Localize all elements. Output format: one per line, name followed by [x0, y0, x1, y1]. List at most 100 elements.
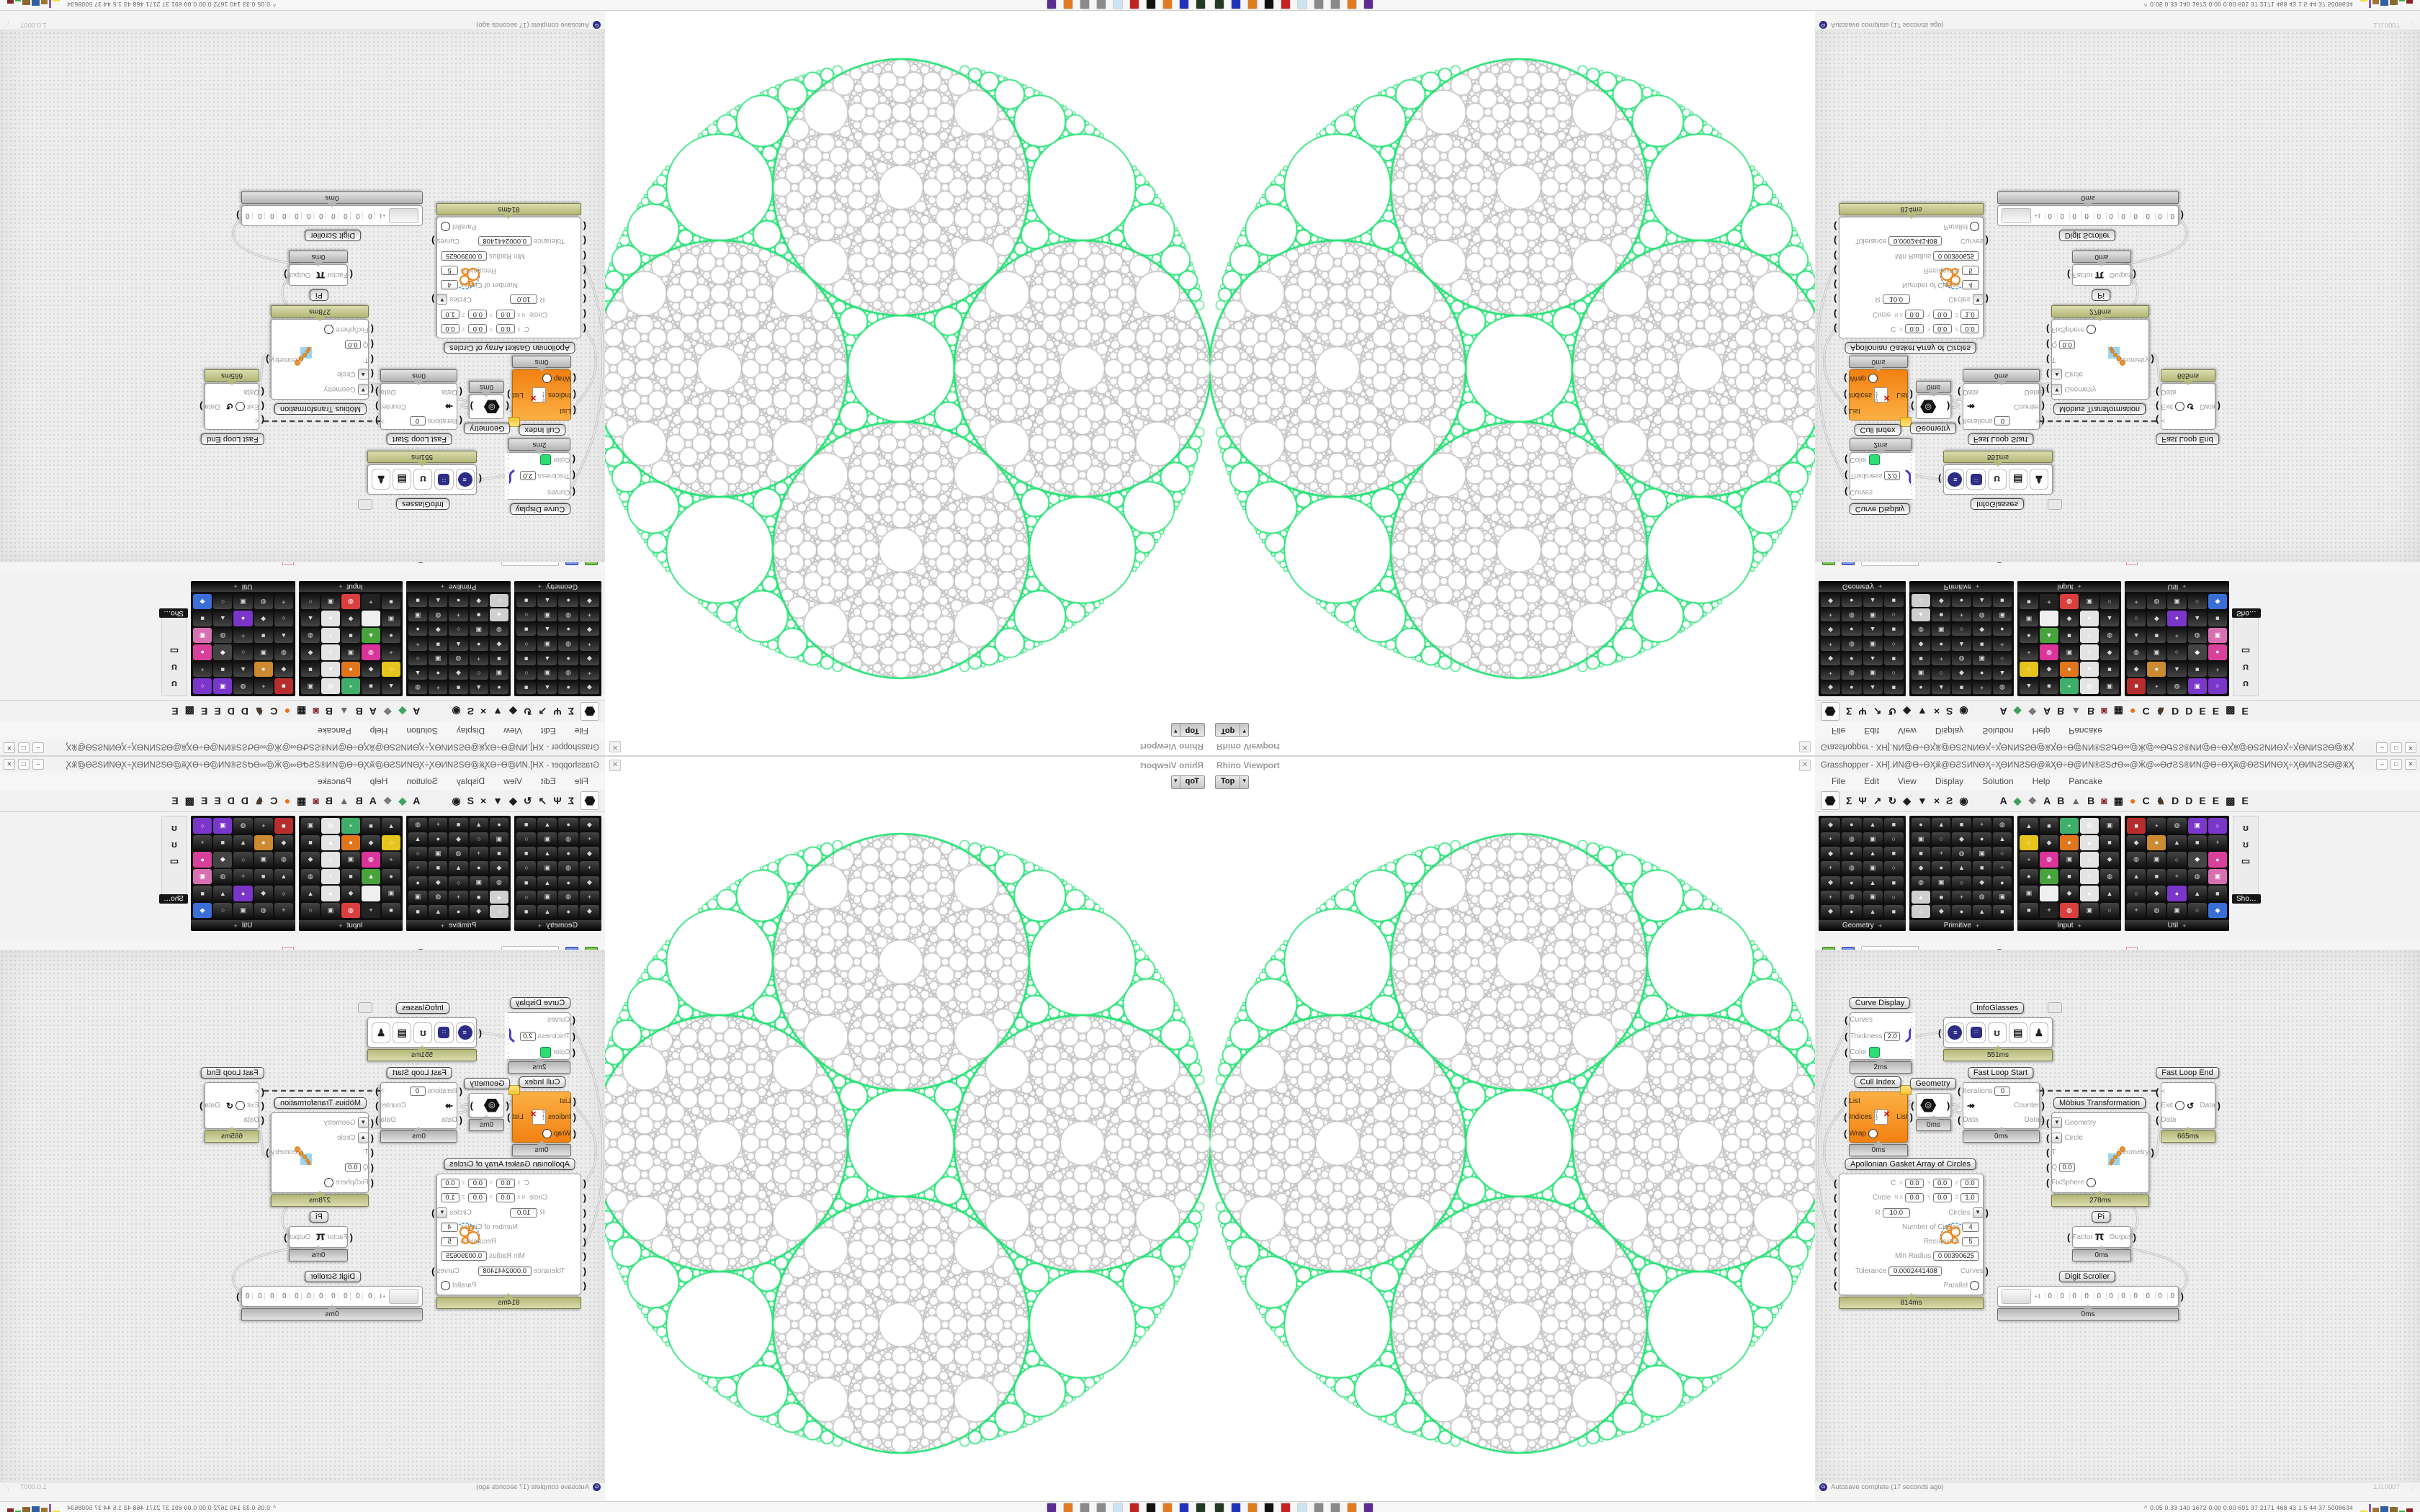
scroller-digit[interactable]: 0 — [2130, 212, 2141, 220]
titlebar[interactable]: Grasshopper - XH].ИN@Ө÷ѲӼӂ@ѲƧSИNѲӼ÷ӼѲИNƧ… — [1815, 757, 2420, 773]
value-box[interactable]: 0.0 — [1932, 1193, 1952, 1203]
component-icon[interactable]: ○ — [1883, 637, 1904, 651]
component-icon[interactable]: ◆ — [1821, 818, 1841, 832]
tab-icon[interactable]: Ƨ — [1946, 795, 1953, 806]
component-icon[interactable]: ◆ — [449, 666, 468, 680]
panel-label[interactable]: Input + — [2017, 581, 2121, 592]
component-icon[interactable]: ◍ — [274, 852, 293, 868]
minimize-button[interactable]: – — [32, 742, 44, 753]
taskbar-app-icon[interactable] — [1363, 0, 1373, 10]
component-icon[interactable]: ○ — [301, 902, 320, 918]
tab-icon[interactable]: Σ — [1846, 795, 1852, 806]
output-port[interactable]: ) — [470, 401, 474, 413]
component-icon[interactable]: ○ — [1912, 594, 1931, 608]
expand-button[interactable]: ▼ — [357, 384, 369, 395]
scroller-digit[interactable]: 0 — [2044, 1292, 2055, 1300]
resize-grip[interactable]: ⋰ — [3, 1483, 9, 1490]
input-port[interactable]: ( — [1911, 1099, 1914, 1111]
scroller-digit[interactable]: 0 — [292, 1292, 302, 1300]
tab-icon[interactable]: D — [241, 795, 248, 806]
component-icon[interactable]: ▲ — [2100, 611, 2119, 626]
node-label-cull-index[interactable]: Cull Index — [519, 1076, 566, 1088]
cabinet-button[interactable]: ▤ — [2008, 1022, 2027, 1043]
component-icon[interactable]: ▲ — [2040, 628, 2058, 644]
component-icon[interactable]: ▲ — [537, 680, 557, 694]
node-curve-display[interactable]: (Curves(Thickness 2.0(Color — [505, 1012, 575, 1060]
component-icon[interactable]: + — [1952, 608, 1971, 622]
menu-solution[interactable]: Solution — [406, 776, 438, 786]
component-icon[interactable]: ▣ — [193, 868, 212, 884]
component-icon[interactable]: + — [254, 818, 273, 834]
value-box[interactable]: 0.0002441408 — [1888, 236, 1942, 246]
toggle-circle[interactable] — [542, 374, 552, 384]
node-curve-display[interactable]: (Curves(Thickness 2.0(Color — [505, 452, 575, 500]
menu-solution[interactable]: Solution — [1982, 776, 2014, 786]
menu-view[interactable]: View — [503, 776, 522, 786]
component-icon[interactable]: ▣ — [254, 852, 273, 868]
input-port[interactable]: ( — [1844, 1095, 1847, 1107]
component-icon[interactable]: ◆ — [579, 652, 599, 665]
taskbar-app-icon[interactable] — [1113, 0, 1123, 10]
component-icon[interactable]: + — [2040, 902, 2058, 918]
component-icon[interactable]: + — [1952, 890, 1971, 904]
panel-label[interactable]: Util + — [191, 920, 295, 931]
component-icon[interactable]: + — [362, 594, 380, 610]
value-box[interactable]: 1.0 — [1960, 309, 1979, 319]
component-icon[interactable]: ▲ — [408, 832, 428, 846]
component-icon[interactable]: ◆ — [301, 644, 320, 660]
tab-icon[interactable]: ◆ — [1903, 706, 1911, 718]
value-box[interactable]: 0.0 — [1960, 323, 1979, 333]
tab-icon[interactable]: ◆ — [509, 706, 517, 718]
menu-edit[interactable]: Edit — [1864, 726, 1880, 736]
tab-icon[interactable]: × — [1933, 706, 1940, 717]
input-port[interactable]: ( — [573, 1112, 576, 1122]
component-icon[interactable]: ○ — [274, 611, 293, 626]
panel-label[interactable]: Input + — [2017, 920, 2121, 931]
node-infoglasses[interactable]: (≡ ∷ ʊ ▤ ♟ — [1938, 1002, 2062, 1048]
tab-params-selected[interactable] — [1821, 702, 1839, 721]
tab-icon[interactable]: Σ — [568, 706, 574, 717]
component-icon[interactable]: ■ — [516, 623, 537, 636]
node-digit-scroller[interactable]: +1 0 0 0 0 0 0 0 0 0 0 0) — [236, 1286, 423, 1307]
component-icon[interactable]: ■ — [1883, 847, 1904, 860]
input-port[interactable]: ( — [1834, 308, 1837, 320]
component-icon[interactable]: ■ — [2020, 902, 2038, 918]
component-icon[interactable]: ◍ — [254, 902, 273, 918]
input-port[interactable]: ( — [506, 401, 509, 413]
menu-display[interactable]: Display — [1935, 776, 1964, 786]
component-icon[interactable]: ▲ — [1863, 818, 1883, 832]
node-fast-loop-end[interactable]: (<(Exit ↺ Data)(Data — [2156, 1082, 2220, 1129]
node-digit-scroller[interactable]: +1 0 0 0 0 0 0 0 0 0 0 0) — [1997, 205, 2184, 226]
taskbar-app-icon[interactable] — [1264, 1502, 1274, 1512]
tab-icon[interactable]: Ƨ — [467, 706, 474, 717]
menu-pancake[interactable]: Pancake — [318, 726, 351, 736]
tab-icon[interactable]: E — [171, 706, 179, 717]
input-port[interactable]: ( — [583, 250, 586, 261]
component-icon[interactable]: ○ — [1912, 904, 1931, 918]
node-apollonian-gasket[interactable]: (C X 0.0 Y 0.0 Z 0.0(Circle N X 0.0 Y 0.0 Z 1.0(R 10.… — [431, 217, 586, 338]
component-icon[interactable]: + — [579, 861, 599, 875]
tab-icon[interactable]: ◉ — [452, 794, 461, 806]
tab-params-selected[interactable] — [1821, 791, 1839, 810]
component-icon[interactable]: ■ — [516, 847, 537, 860]
tab-icon[interactable]: ▼ — [1917, 795, 1927, 806]
color-swatch[interactable] — [539, 1047, 551, 1058]
component-icon[interactable]: ○ — [2040, 611, 2058, 626]
component-icon[interactable]: ● — [1842, 904, 1862, 918]
output-port[interactable]: ) — [284, 269, 287, 281]
input-port[interactable]: ( — [261, 1086, 264, 1097]
tab-icon[interactable]: ♞ — [254, 706, 264, 718]
component-icon[interactable]: ● — [2020, 628, 2038, 644]
component-icon[interactable]: ● — [558, 680, 578, 694]
component-icon[interactable]: ▲ — [1932, 680, 1951, 694]
component-icon[interactable]: ○ — [321, 644, 340, 660]
input-port[interactable]: ( — [2156, 1100, 2159, 1111]
node-label-apollonian-gasket[interactable]: Apollonian Gasket Array of Circles — [1845, 1158, 1976, 1170]
component-icon[interactable]: ▣ — [2167, 902, 2187, 918]
component-icon[interactable]: ▣ — [537, 861, 557, 875]
component-icon[interactable]: ◆ — [2187, 644, 2207, 660]
output-port[interactable]: ) — [431, 1265, 435, 1277]
node-fast-loop-start[interactable]: (Iterations 0 >) ↠ Counter)(Data Data) — [375, 1082, 462, 1129]
component-icon[interactable]: ◆ — [579, 594, 599, 608]
input-port[interactable]: ( — [1834, 1279, 1837, 1291]
